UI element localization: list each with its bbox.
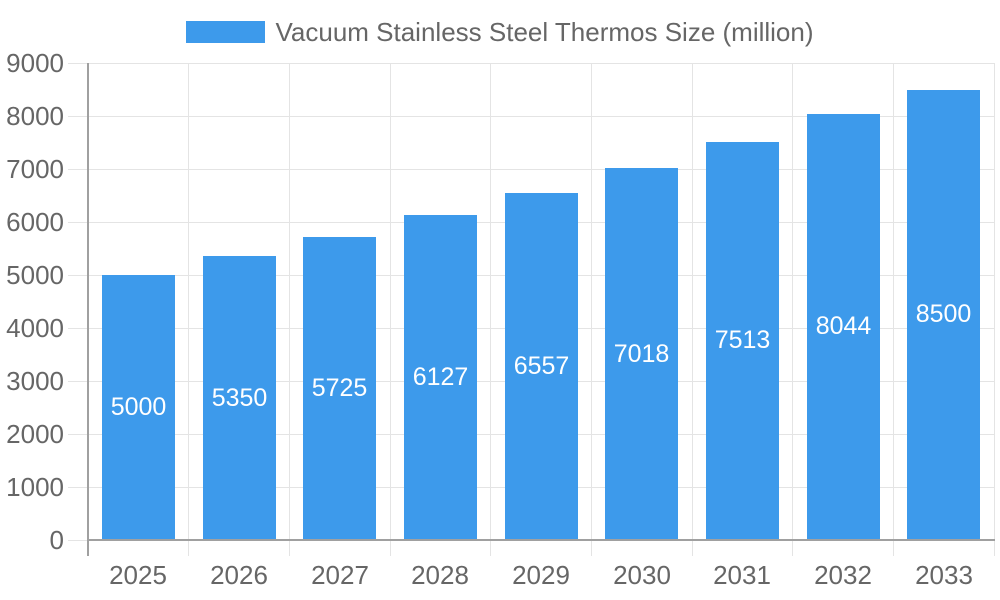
y-axis-line [87, 63, 89, 556]
y-axis-tick-label: 0 [49, 525, 64, 555]
x-gridline [590, 63, 592, 556]
bar-2026[interactable]: 5350 [203, 256, 276, 540]
x-gridline [993, 63, 995, 556]
bar-2033[interactable]: 8500 [907, 89, 980, 540]
y-axis-tick-label: 3000 [6, 366, 64, 396]
x-axis-tick-label: 2027 [311, 560, 369, 590]
y-axis-tick [68, 539, 88, 541]
y-axis-tick [68, 168, 88, 170]
bar-value-label: 8044 [815, 312, 872, 341]
y-gridline [88, 168, 994, 170]
legend-swatch-icon [186, 21, 266, 43]
y-axis-tick-label: 7000 [6, 154, 64, 184]
y-axis-tick [68, 327, 88, 329]
x-axis-tick-label: 2028 [411, 560, 469, 590]
x-gridline [691, 63, 693, 556]
x-gridline [389, 63, 391, 556]
legend-label: Vacuum Stainless Steel Thermos Size (mil… [275, 16, 814, 47]
x-gridline [792, 63, 794, 556]
bar-2029[interactable]: 6557 [505, 192, 578, 540]
x-gridline [490, 63, 492, 556]
y-axis-tick [68, 115, 88, 117]
bar-value-label: 5000 [110, 393, 167, 421]
y-gridline [88, 115, 994, 117]
bar-2031[interactable]: 7513 [706, 141, 779, 540]
bar-value-label: 7018 [613, 339, 670, 368]
x-axis-tick-label: 2025 [109, 560, 167, 590]
y-gridline [88, 62, 994, 64]
y-axis-tick [68, 221, 88, 223]
bar-2028[interactable]: 6127 [404, 215, 477, 540]
bar-2032[interactable]: 8044 [807, 113, 880, 540]
y-axis-tick-label: 9000 [6, 48, 64, 78]
y-axis-tick-label: 2000 [6, 419, 64, 449]
y-axis-tick [68, 486, 88, 488]
bar-value-label: 5725 [311, 373, 368, 402]
bar-value-label: 6127 [412, 363, 469, 392]
y-axis-tick-label: 1000 [6, 472, 64, 502]
chart-legend[interactable]: Vacuum Stainless Steel Thermos Size (mil… [0, 10, 1000, 54]
bar-value-label: 7513 [714, 326, 771, 355]
y-axis-tick-label: 4000 [6, 313, 64, 343]
bar-value-label: 5350 [211, 383, 268, 412]
x-axis-tick-label: 2026 [210, 560, 268, 590]
bar-2027[interactable]: 5725 [303, 236, 376, 540]
y-axis-tick [68, 380, 88, 382]
x-axis-tick-label: 2029 [512, 560, 570, 590]
x-gridline [288, 63, 290, 556]
y-axis-tick [68, 274, 88, 276]
y-axis-tick-label: 5000 [6, 260, 64, 290]
x-axis-line [87, 539, 995, 541]
bar-value-label: 8500 [915, 300, 972, 329]
x-axis-tick-label: 2033 [915, 560, 973, 590]
x-axis-tick-label: 2031 [713, 560, 771, 590]
y-axis-tick-label: 8000 [6, 101, 64, 131]
bar-value-label: 6557 [513, 351, 570, 380]
y-axis-tick [68, 433, 88, 435]
bar-2030[interactable]: 7018 [605, 168, 678, 540]
x-gridline [892, 63, 894, 556]
y-axis-tick-label: 6000 [6, 207, 64, 237]
y-axis-tick [68, 62, 88, 64]
bar-2025[interactable]: 5000 [102, 275, 175, 540]
x-axis-tick-label: 2030 [613, 560, 671, 590]
x-gridline [188, 63, 190, 556]
x-axis-tick-label: 2032 [814, 560, 872, 590]
